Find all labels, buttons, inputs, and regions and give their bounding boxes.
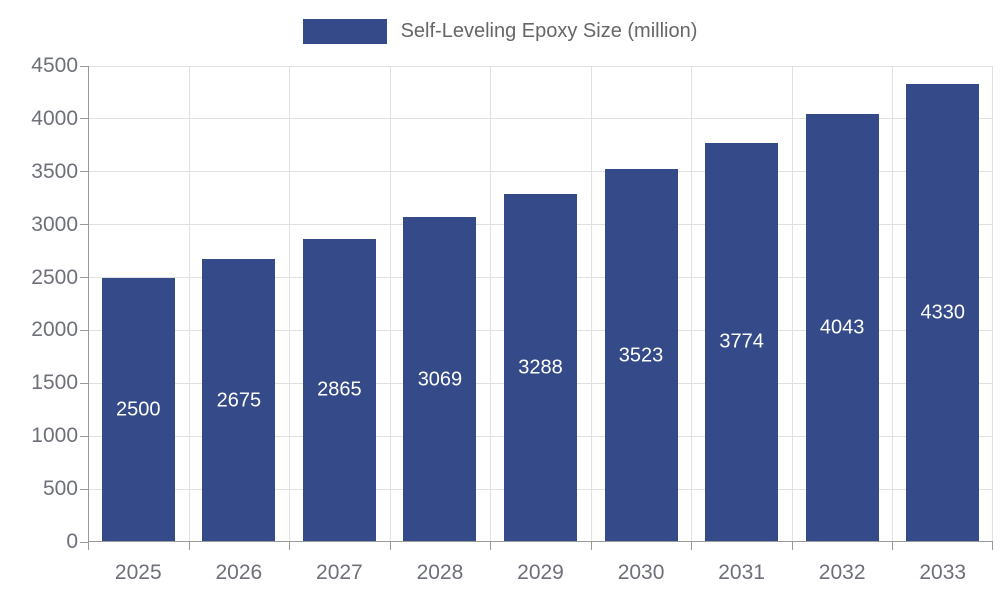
- y-axis-label: 2000: [31, 318, 78, 342]
- x-axis-label: 2027: [316, 561, 363, 584]
- bar-value-label: 2500: [116, 398, 161, 421]
- y-axis-tick: [80, 329, 88, 331]
- bar-value-label: 4043: [819, 316, 865, 339]
- bar: 3288: [504, 194, 577, 542]
- x-axis-label: 2030: [617, 561, 665, 584]
- gridline-vertical: [590, 66, 592, 542]
- y-axis-label: 4000: [31, 106, 78, 130]
- bar-value-label: 3523: [618, 344, 664, 367]
- y-axis-tick: [80, 224, 88, 226]
- y-axis-label: 3500: [31, 159, 78, 183]
- bar: 3774: [705, 142, 779, 542]
- gridline-horizontal: [88, 171, 993, 173]
- y-axis-tick: [80, 118, 88, 120]
- bar: 2675: [202, 259, 276, 542]
- plot-area: 2500 2675 2865 3069 3288 3523 3774 4043 4330: [80, 65, 993, 550]
- gridline-vertical: [490, 66, 492, 542]
- legend-swatch: [302, 18, 387, 44]
- x-axis-tick: [590, 542, 592, 550]
- y-axis-label: 1500: [31, 371, 78, 395]
- bar-value-label: 2865: [317, 378, 362, 401]
- bar: 3523: [604, 169, 678, 542]
- legend-label: Self-Leveling Epoxy Size (million): [400, 19, 698, 42]
- x-axis-tick: [791, 542, 793, 550]
- x-axis-label: 2025: [114, 561, 162, 584]
- y-axis-tick: [80, 435, 88, 437]
- y-axis-label: 500: [42, 477, 78, 501]
- x-axis-line: [88, 541, 993, 542]
- bar: 2500: [101, 277, 175, 542]
- gridline-vertical: [188, 66, 190, 542]
- gridline-vertical: [892, 66, 894, 542]
- y-axis-tick: [80, 65, 88, 67]
- y-axis-tick: [80, 541, 88, 543]
- gridline-vertical: [289, 66, 291, 542]
- y-axis-label: 2500: [31, 265, 78, 289]
- gridline-horizontal: [88, 65, 993, 67]
- y-axis-label: 0: [66, 530, 78, 553]
- bar-value-label: 3069: [417, 368, 463, 391]
- bar: 3069: [403, 217, 477, 542]
- x-axis-label: 2028: [416, 561, 464, 584]
- x-axis-tick: [691, 542, 693, 550]
- x-axis-label: 2033: [919, 561, 967, 584]
- x-axis-label: 2031: [718, 561, 765, 584]
- y-axis-label: 4500: [31, 54, 78, 77]
- legend-item[interactable]: Self-Leveling Epoxy Size (million): [0, 17, 1000, 45]
- y-axis-label: 1000: [31, 424, 78, 448]
- gridline-horizontal: [88, 118, 993, 120]
- x-axis-tick: [88, 542, 89, 550]
- x-axis-tick: [389, 542, 391, 550]
- gridline-vertical: [389, 66, 391, 542]
- gridline-vertical: [691, 66, 693, 542]
- y-axis-line: [88, 66, 89, 542]
- bar-value-label: 3774: [719, 330, 764, 353]
- x-axis-label: 2026: [215, 561, 263, 584]
- x-axis-tick: [892, 542, 894, 550]
- x-axis-tick: [188, 542, 190, 550]
- x-axis-tick: [289, 542, 291, 550]
- y-axis-tick: [80, 277, 88, 279]
- bar-value-label: 4330: [920, 301, 965, 324]
- x-axis-tick: [992, 542, 993, 550]
- bar: 2865: [302, 238, 376, 542]
- bar-value-label: 3288: [518, 356, 563, 379]
- y-axis-tick: [80, 382, 88, 384]
- bar-value-label: 2675: [216, 389, 262, 412]
- y-axis-label: 3000: [31, 212, 78, 236]
- x-axis-label: 2032: [818, 561, 866, 584]
- y-axis-tick: [80, 171, 88, 173]
- bar: 4043: [805, 114, 879, 542]
- gridline-vertical: [791, 66, 793, 542]
- gridline-vertical: [992, 66, 993, 542]
- x-axis-label: 2029: [517, 561, 564, 584]
- y-axis-tick: [80, 488, 88, 490]
- bar: 4330: [906, 83, 980, 542]
- x-axis-tick: [490, 542, 492, 550]
